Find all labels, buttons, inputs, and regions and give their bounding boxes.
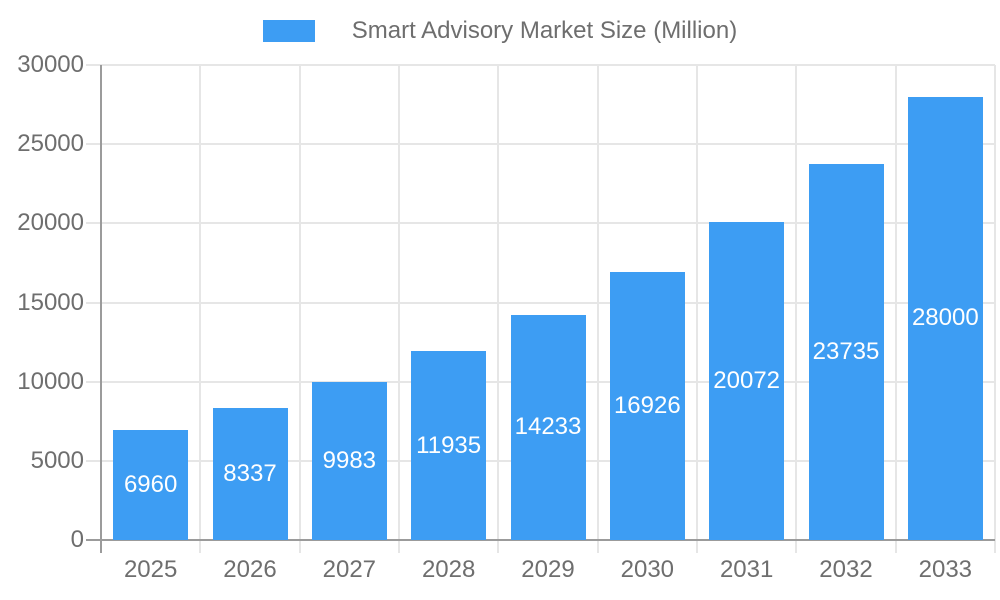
x-tick-label: 2027 — [322, 556, 377, 583]
legend-label: Smart Advisory Market Size (Million) — [351, 17, 738, 44]
x-tick-label: 2029 — [521, 556, 575, 583]
y-tick-label: 5000 — [30, 446, 84, 474]
v-gridline — [696, 65, 698, 553]
bar[interactable]: 14233 — [510, 314, 586, 540]
plot-area: 6960 8337 9983 11935 14233 16926 20072 23735 280… — [86, 64, 996, 553]
y-tick-label: 20000 — [17, 209, 84, 237]
h-gridline — [86, 301, 995, 304]
h-gridline — [86, 222, 995, 225]
bar[interactable]: 8337 — [212, 408, 288, 540]
v-gridline — [497, 65, 500, 553]
bar-value-label: 20072 — [713, 367, 781, 395]
y-tick-label: 10000 — [17, 367, 84, 395]
y-tick-label: 0 — [70, 526, 84, 553]
bar-value-label: 14233 — [514, 413, 582, 441]
bar-value-label: 16926 — [613, 392, 681, 419]
x-tick-label: 2033 — [918, 556, 973, 583]
h-gridline — [86, 143, 995, 146]
x-tick-label: 2032 — [819, 556, 873, 583]
bar[interactable]: 20072 — [709, 222, 785, 540]
y-tick-label: 25000 — [17, 130, 84, 158]
bar-value-label: 6960 — [123, 470, 178, 498]
v-gridline — [795, 65, 798, 553]
x-tick-label: 2025 — [123, 556, 178, 583]
x-tick-label: 2031 — [719, 556, 774, 583]
x-tick-label: 2028 — [421, 556, 476, 583]
v-gridline — [596, 65, 599, 553]
bar[interactable]: 28000 — [907, 96, 983, 540]
bar[interactable]: 9983 — [311, 381, 387, 540]
y-axis-line — [100, 65, 102, 553]
y-tick-label: 30000 — [17, 51, 84, 78]
x-axis-line — [86, 539, 995, 541]
bar-value-label: 9983 — [322, 446, 377, 474]
v-gridline — [994, 65, 996, 553]
legend-item[interactable]: Smart Advisory Market Size (Million) — [0, 14, 1000, 48]
v-gridline — [398, 65, 400, 553]
bar[interactable]: 11935 — [411, 351, 487, 540]
legend-swatch — [262, 20, 315, 42]
y-tick-label: 15000 — [17, 288, 84, 316]
v-gridline — [199, 65, 202, 553]
bar-value-label: 8337 — [223, 460, 277, 487]
v-gridline — [298, 65, 301, 553]
bar[interactable]: 16926 — [609, 272, 685, 540]
bar-value-label: 23735 — [812, 338, 880, 366]
v-gridline — [894, 65, 897, 553]
x-tick-label: 2026 — [223, 556, 277, 583]
bar-value-label: 11935 — [416, 431, 482, 459]
x-tick-label: 2030 — [620, 556, 675, 583]
bar[interactable]: 6960 — [113, 429, 189, 540]
h-gridline — [86, 64, 995, 66]
bar-value-label: 28000 — [911, 304, 979, 332]
bar[interactable]: 23735 — [808, 164, 884, 540]
